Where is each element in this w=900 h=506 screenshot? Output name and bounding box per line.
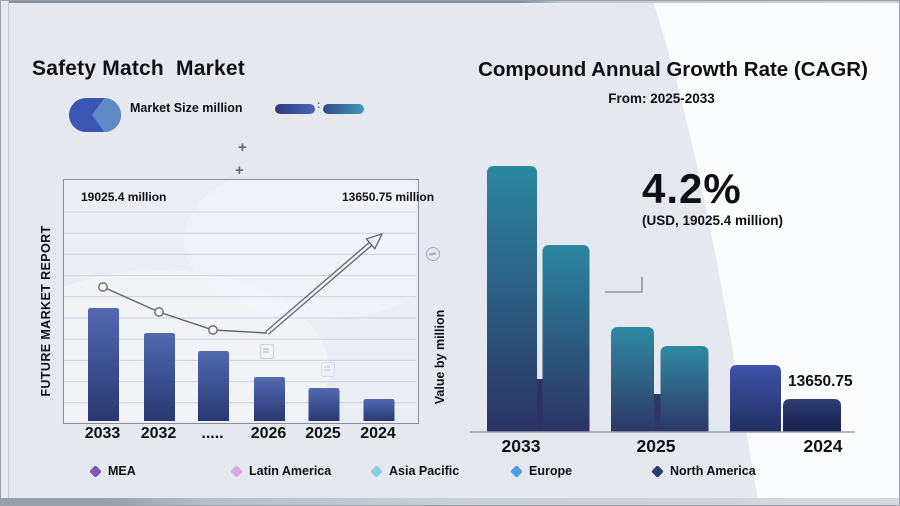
legend-item: Asia Pacific xyxy=(370,464,460,478)
ratio-separator: : xyxy=(317,100,321,111)
diamond-icon xyxy=(230,464,243,478)
market-size-chart xyxy=(64,180,416,421)
diamond-icon xyxy=(89,464,102,478)
legend-item: Europe xyxy=(510,464,573,478)
plus-mark-icon: + xyxy=(235,162,244,179)
frame-bottom-edge xyxy=(1,498,899,505)
cagr-title: Compound Annual Growth Rate (CAGR) xyxy=(478,58,868,81)
frame-left-edge xyxy=(1,1,9,505)
hexagon-icon xyxy=(92,98,121,132)
value-callout-2024: 13650.75 xyxy=(788,373,853,390)
x-label: 2024 xyxy=(803,436,843,456)
x-label: ..... xyxy=(201,425,224,442)
value-axis-label: Value by million xyxy=(433,309,447,405)
region-legend: MEA Latin America Asia Pacific Europe North … xyxy=(1,464,899,484)
legend-label: Asia Pacific xyxy=(389,464,460,478)
x-label: 2025 xyxy=(636,436,676,456)
x-label: 2026 xyxy=(250,425,287,442)
page-title: Safety Match Market xyxy=(32,57,245,80)
cagr-percentage: 4.2% xyxy=(642,165,742,212)
legend-label: North America xyxy=(670,464,756,478)
x-label: 2032 xyxy=(140,425,177,442)
ratio-pill-left-icon xyxy=(275,104,315,114)
circled-minus-icon xyxy=(426,247,440,261)
diamond-icon xyxy=(651,464,664,478)
right-chart-x-axis: 2033 2025 2024 xyxy=(1,436,899,458)
left-chart-x-axis: 2033 2032..... 2026 2025 2024 xyxy=(1,425,451,445)
market-size-label: Market Size million xyxy=(130,101,243,115)
legend-item: North America xyxy=(651,464,756,478)
x-label: 2024 xyxy=(360,425,396,442)
watermark-document-icon xyxy=(321,362,335,377)
chart-annotation-right: 13650.75 million xyxy=(342,190,435,204)
plus-mark-icon: + xyxy=(238,139,247,156)
x-label: 2033 xyxy=(84,425,121,442)
future-market-report-label: FUTURE MARKET REPORT xyxy=(39,225,53,397)
x-label: 2033 xyxy=(501,436,541,456)
chart-annotation-left: 19025.4 million xyxy=(81,190,167,204)
ratio-pill-right-icon xyxy=(323,104,364,114)
legend-label: Europe xyxy=(529,464,573,478)
legend-label: MEA xyxy=(108,464,136,478)
cagr-usd-note: (USD, 19025.4 million) xyxy=(642,213,784,228)
market-size-pill-icon xyxy=(69,98,121,132)
legend-item: Latin America xyxy=(230,464,332,478)
legend-item: MEA xyxy=(89,464,136,478)
x-label: 2025 xyxy=(305,425,341,442)
diamond-icon xyxy=(510,464,523,478)
cagr-chart xyxy=(470,166,855,433)
legend-label: Latin America xyxy=(249,464,332,478)
cagr-subtitle: From: 2025-2033 xyxy=(608,91,715,106)
diamond-icon xyxy=(370,464,383,478)
watermark-document-icon xyxy=(260,344,274,359)
market-size-chart-frame xyxy=(63,179,419,424)
frame-top-edge xyxy=(1,1,899,3)
